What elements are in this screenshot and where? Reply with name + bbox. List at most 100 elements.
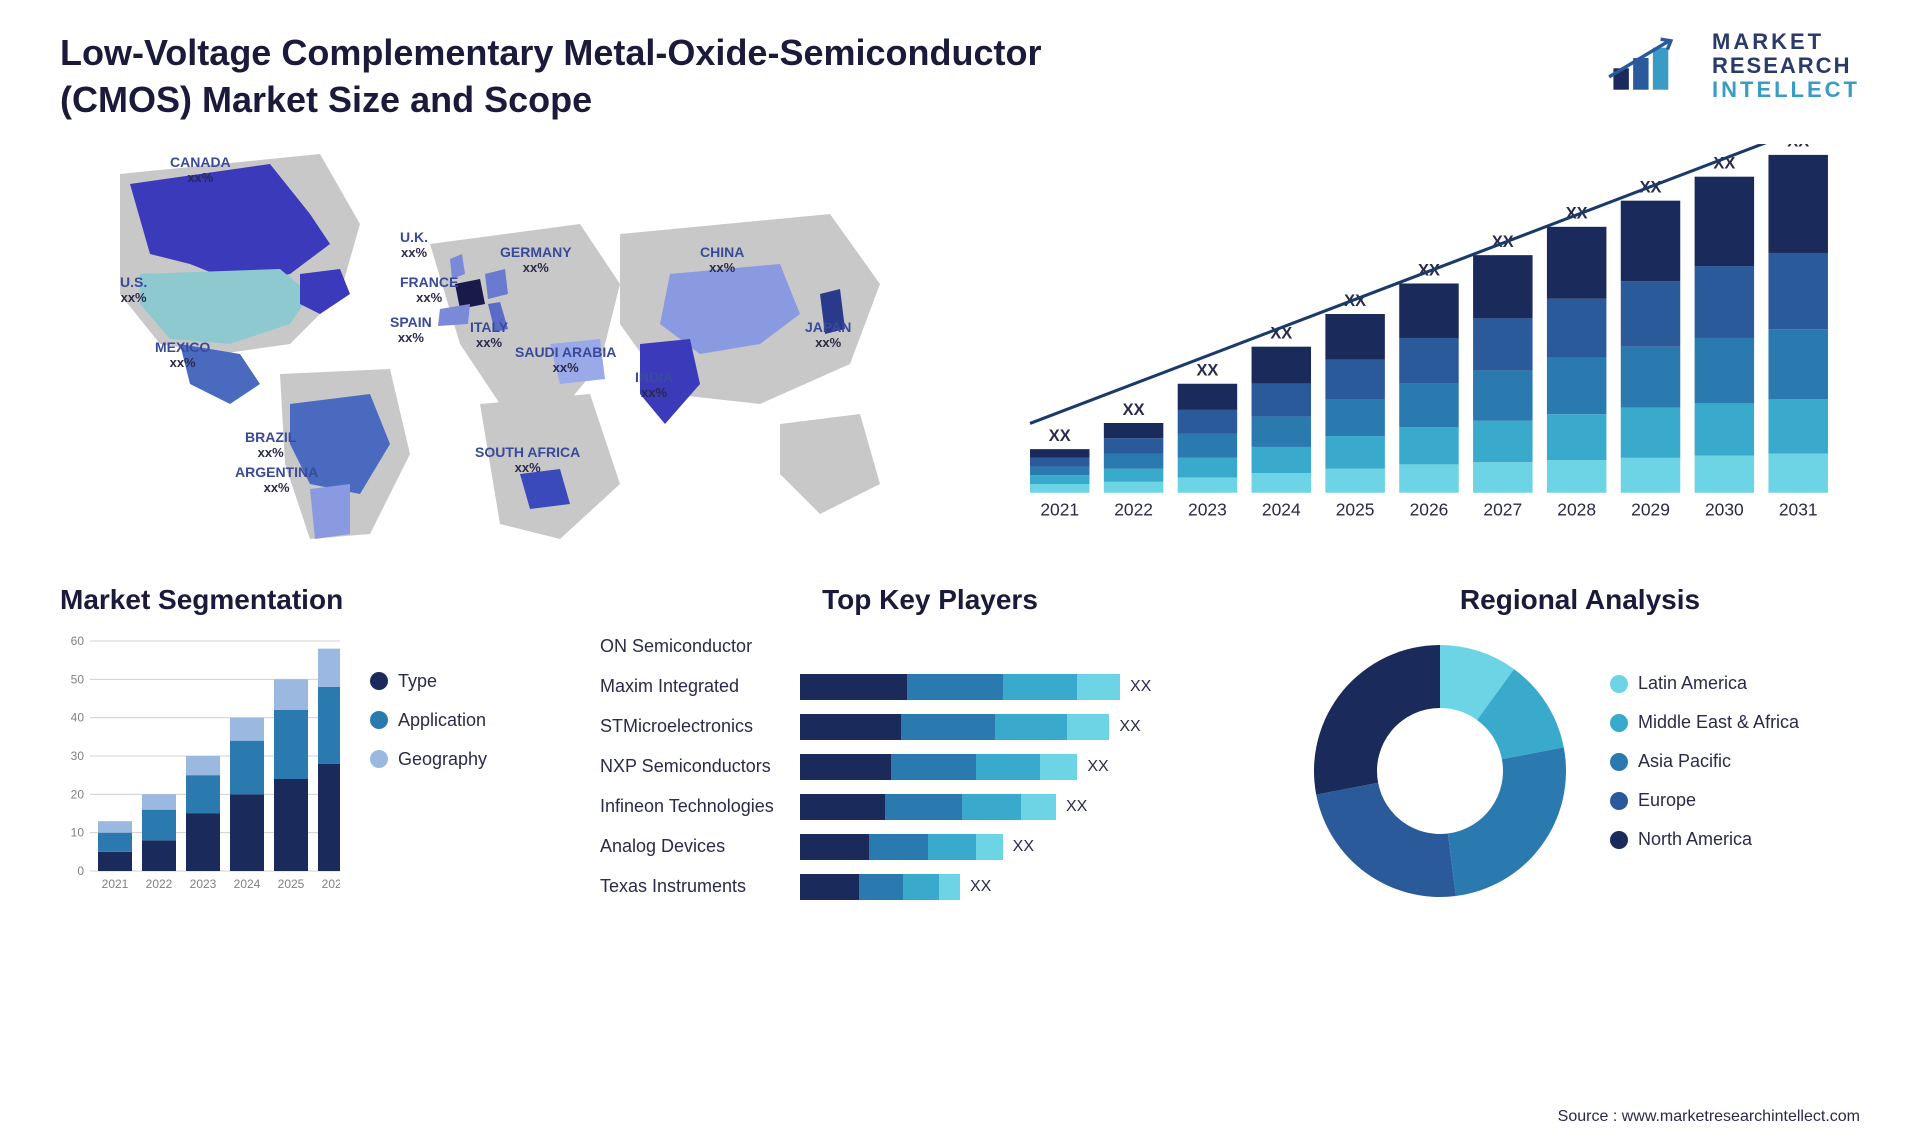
- seg-bar-year: 2026: [322, 877, 340, 891]
- growth-bar-segment: [1695, 266, 1754, 338]
- seg-bar-segment: [98, 821, 132, 833]
- player-bar-segment: [800, 794, 885, 820]
- growth-bar-segment: [1473, 462, 1532, 493]
- seg-ytick: 20: [71, 787, 85, 801]
- growth-bar-segment: [1768, 329, 1827, 399]
- legend-label: Asia Pacific: [1638, 751, 1731, 772]
- player-bar-segment: [800, 754, 891, 780]
- source-attribution: Source : www.marketresearchintellect.com: [1558, 1108, 1860, 1126]
- player-bar-segment: [903, 874, 938, 900]
- player-bar-area: XX: [800, 674, 1260, 700]
- growth-bar-segment: [1030, 457, 1089, 466]
- legend-label: Type: [398, 671, 437, 692]
- growth-bar-segment: [1104, 438, 1163, 453]
- map-label: INDIAxx%: [635, 369, 673, 401]
- growth-bar-segment: [1621, 281, 1680, 346]
- growth-bar-segment: [1768, 453, 1827, 492]
- growth-bar-segment: [1473, 318, 1532, 370]
- seg-bar-segment: [186, 756, 220, 775]
- map-label: U.K.xx%: [400, 229, 428, 261]
- growth-bar-segment: [1695, 403, 1754, 455]
- player-value: XX: [970, 878, 991, 896]
- map-label: MEXICOxx%: [155, 339, 210, 371]
- player-bar: [800, 834, 1003, 860]
- legend-label: Latin America: [1638, 673, 1747, 694]
- seg-ytick: 10: [71, 825, 85, 839]
- growth-bar-segment: [1399, 338, 1458, 384]
- map-label: ITALYxx%: [470, 319, 508, 351]
- legend-dot-icon: [1610, 675, 1628, 693]
- legend-label: Application: [398, 710, 486, 731]
- growth-bar-segment: [1178, 383, 1237, 409]
- growth-bar-segment: [1030, 475, 1089, 484]
- growth-bar-segment: [1178, 409, 1237, 433]
- growth-bar-segment: [1621, 457, 1680, 492]
- player-bar-segment: [928, 834, 976, 860]
- players-title: Top Key Players: [600, 584, 1260, 616]
- segmentation-section: Market Segmentation 01020304050602021202…: [60, 584, 540, 911]
- player-name: ON Semiconductor: [600, 636, 800, 657]
- player-bar-segment: [962, 794, 1021, 820]
- growth-bar-year: 2021: [1040, 499, 1079, 519]
- player-row: NXP SemiconductorsXX: [600, 751, 1260, 783]
- player-row: Infineon TechnologiesXX: [600, 791, 1260, 823]
- donut-slice: [1448, 747, 1566, 896]
- map-label: GERMANYxx%: [500, 244, 572, 276]
- growth-bar-segment: [1547, 357, 1606, 414]
- player-name: Texas Instruments: [600, 876, 800, 897]
- growth-bar-segment: [1030, 466, 1089, 475]
- player-bar-segment: [976, 834, 1003, 860]
- growth-bar-segment: [1768, 253, 1827, 329]
- map-label: SPAINxx%: [390, 314, 432, 346]
- player-bar-area: XX: [800, 714, 1260, 740]
- legend-item: Middle East & Africa: [1610, 712, 1799, 733]
- legend-label: North America: [1638, 829, 1752, 850]
- player-bar-segment: [995, 714, 1066, 740]
- player-name: Analog Devices: [600, 836, 800, 857]
- seg-ytick: 40: [71, 710, 85, 724]
- legend-label: Europe: [1638, 790, 1696, 811]
- player-bar: [800, 714, 1109, 740]
- seg-ytick: 50: [71, 672, 85, 686]
- seg-bar-segment: [318, 763, 340, 870]
- legend-item: Latin America: [1610, 673, 1799, 694]
- growth-bar-segment: [1252, 447, 1311, 473]
- growth-bar-segment: [1178, 433, 1237, 457]
- player-bar-area: XX: [800, 794, 1260, 820]
- growth-bar-year: 2025: [1336, 499, 1375, 519]
- regional-section: Regional Analysis Latin AmericaMiddle Ea…: [1300, 584, 1860, 911]
- player-bar-segment: [901, 714, 995, 740]
- legend-item: Type: [370, 671, 487, 692]
- growth-bar-value: XX: [1123, 400, 1145, 418]
- seg-bar-segment: [186, 775, 220, 813]
- seg-bar-segment: [98, 832, 132, 851]
- growth-bar-year: 2031: [1779, 499, 1818, 519]
- player-bar-segment: [1067, 714, 1110, 740]
- legend-item: Geography: [370, 749, 487, 770]
- player-bar-area: XX: [800, 754, 1260, 780]
- player-row: Texas Instruments XX: [600, 871, 1260, 903]
- growth-bar-value: XX: [1787, 144, 1809, 151]
- seg-bar-segment: [274, 710, 308, 779]
- growth-bar-segment: [1547, 298, 1606, 357]
- growth-bar-segment: [1695, 455, 1754, 492]
- growth-bar-year: 2027: [1483, 499, 1522, 519]
- growth-bar-year: 2024: [1262, 499, 1301, 519]
- seg-bar-segment: [142, 840, 176, 871]
- growth-bar-segment: [1178, 457, 1237, 477]
- player-bar-segment: [800, 674, 907, 700]
- growth-bar-segment: [1252, 346, 1311, 383]
- map-label: FRANCExx%: [400, 274, 458, 306]
- legend-label: Geography: [398, 749, 487, 770]
- seg-bar-segment: [230, 717, 264, 740]
- growth-bar-value: XX: [1049, 427, 1071, 445]
- growth-bar-segment: [1547, 460, 1606, 493]
- player-value: XX: [1066, 798, 1087, 816]
- growth-bar-segment: [1473, 255, 1532, 318]
- seg-bar-segment: [274, 679, 308, 710]
- legend-item: Application: [370, 710, 487, 731]
- legend-dot-icon: [1610, 714, 1628, 732]
- growth-bar-segment: [1325, 468, 1384, 492]
- seg-bar-segment: [186, 813, 220, 871]
- growth-bar-year: 2026: [1410, 499, 1449, 519]
